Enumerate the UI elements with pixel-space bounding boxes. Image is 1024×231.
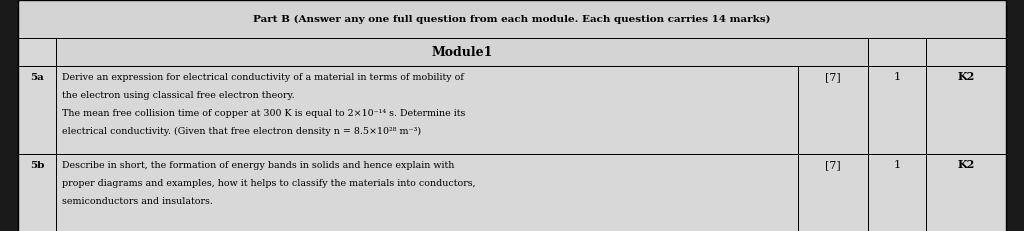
Bar <box>798 154 868 231</box>
Bar <box>18 0 1006 38</box>
Bar <box>18 38 56 66</box>
Bar <box>868 38 926 66</box>
Text: semiconductors and insulators.: semiconductors and insulators. <box>62 197 213 206</box>
Bar <box>926 154 1006 231</box>
Text: electrical conductivity. (Given that free electron density n = 8.5×10²⁸ m⁻³): electrical conductivity. (Given that fre… <box>62 126 421 136</box>
Bar <box>56 38 868 66</box>
Text: K2: K2 <box>957 72 975 82</box>
Text: [7]: [7] <box>825 160 841 170</box>
Bar <box>926 66 1006 154</box>
Text: 5b: 5b <box>30 161 44 170</box>
Bar <box>868 66 926 154</box>
Text: The mean free collision time of copper at 300 K is equal to 2×10⁻¹⁴ s. Determine: The mean free collision time of copper a… <box>62 109 465 118</box>
Text: the electron using classical free electron theory.: the electron using classical free electr… <box>62 91 295 100</box>
Text: Part B (Answer any one full question from each module. Each question carries 14 : Part B (Answer any one full question fro… <box>253 14 771 24</box>
Text: [7]: [7] <box>825 72 841 82</box>
Bar <box>798 66 868 154</box>
Text: proper diagrams and examples, how it helps to classify the materials into conduc: proper diagrams and examples, how it hel… <box>62 179 475 188</box>
Text: Derive an expression for electrical conductivity of a material in terms of mobil: Derive an expression for electrical cond… <box>62 73 464 82</box>
Bar <box>18 66 56 154</box>
Text: 5a: 5a <box>30 73 44 82</box>
Text: 1: 1 <box>893 72 900 82</box>
Bar <box>56 154 798 231</box>
Text: Module1: Module1 <box>431 46 493 58</box>
Text: K2: K2 <box>957 159 975 170</box>
Bar <box>56 66 798 154</box>
Bar <box>868 154 926 231</box>
Bar <box>926 38 1006 66</box>
Text: 1: 1 <box>893 160 900 170</box>
Bar <box>18 154 56 231</box>
Text: Describe in short, the formation of energy bands in solids and hence explain wit: Describe in short, the formation of ener… <box>62 161 455 170</box>
